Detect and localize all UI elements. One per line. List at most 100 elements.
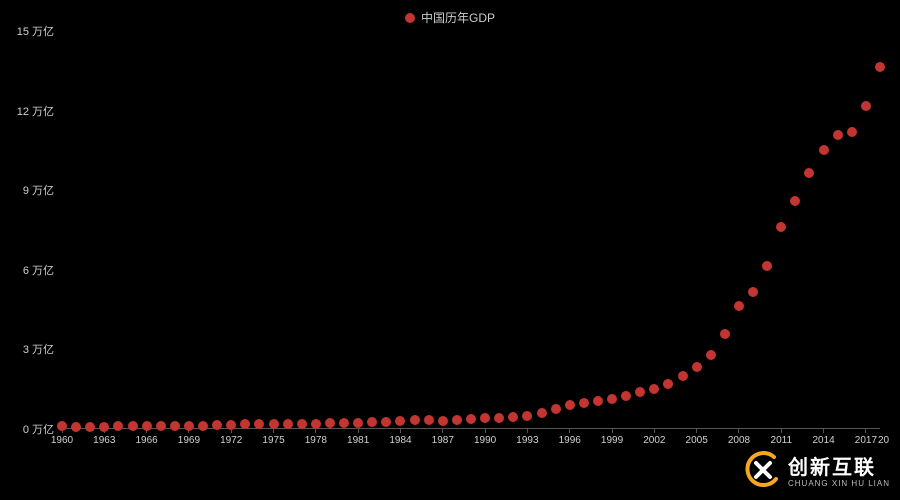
legend-dot-icon [405, 13, 415, 23]
data-point [692, 362, 702, 372]
data-point [381, 417, 391, 427]
watermark-en: CHUANG XIN HU LIAN [788, 480, 890, 488]
data-point [353, 418, 363, 428]
data-point [861, 101, 871, 111]
data-point [438, 416, 448, 426]
y-tick-label: 15 万亿 [17, 23, 54, 39]
x-tick-label: 1987 [432, 435, 454, 446]
watermark-logo-icon [744, 451, 782, 494]
y-tick-label: 12 万亿 [17, 103, 54, 119]
x-tick-label: 1975 [262, 435, 284, 446]
x-tick-label: 1984 [389, 435, 411, 446]
data-point [113, 421, 123, 431]
data-point [156, 421, 166, 431]
data-point [663, 379, 673, 389]
x-tick-mark [442, 428, 443, 433]
data-point [833, 130, 843, 140]
x-tick-label: 2008 [728, 435, 750, 446]
x-tick-label: 1969 [178, 435, 200, 446]
data-point [734, 301, 744, 311]
data-point [367, 417, 377, 427]
data-point [85, 422, 95, 432]
data-point [579, 398, 589, 408]
data-point [706, 350, 716, 360]
data-point [494, 413, 504, 423]
data-point [480, 413, 490, 423]
data-point [297, 419, 307, 429]
x-tick-label: 20 [878, 435, 889, 446]
data-point [847, 127, 857, 137]
data-point [649, 384, 659, 394]
data-point [212, 420, 222, 430]
data-point [635, 387, 645, 397]
data-point [184, 421, 194, 431]
data-point [762, 261, 772, 271]
data-point [269, 419, 279, 429]
x-tick-label: 1990 [474, 435, 496, 446]
x-tick-label: 1993 [516, 435, 538, 446]
x-tick-mark [485, 428, 486, 433]
x-tick-label: 2011 [771, 435, 793, 446]
y-tick-label: 0 万亿 [23, 421, 54, 437]
watermark: 创新互联 CHUANG XIN HU LIAN [744, 451, 890, 494]
data-point [875, 62, 885, 72]
data-point [565, 400, 575, 410]
data-point [776, 222, 786, 232]
x-tick-label: 1963 [93, 435, 115, 446]
x-tick-mark [696, 428, 697, 433]
x-tick-label: 2002 [643, 435, 665, 446]
x-tick-label: 1999 [601, 435, 623, 446]
x-tick-mark [654, 428, 655, 433]
x-tick-mark [569, 428, 570, 433]
y-tick-label: 9 万亿 [23, 182, 54, 198]
data-point [790, 196, 800, 206]
data-point [593, 396, 603, 406]
data-point [452, 415, 462, 425]
data-point [311, 419, 321, 429]
data-point [678, 371, 688, 381]
data-point [71, 422, 81, 432]
data-point [508, 412, 518, 422]
data-point [720, 329, 730, 339]
data-point [99, 422, 109, 432]
data-point [142, 421, 152, 431]
data-point [551, 404, 561, 414]
data-point [240, 419, 250, 429]
x-tick-mark [823, 428, 824, 433]
data-point [748, 287, 758, 297]
data-point [395, 416, 405, 426]
data-point [424, 415, 434, 425]
y-tick-label: 3 万亿 [23, 341, 54, 357]
x-tick-label: 2005 [686, 435, 708, 446]
x-tick-label: 1960 [51, 435, 73, 446]
data-point [466, 414, 476, 424]
data-point [607, 394, 617, 404]
data-point [819, 145, 829, 155]
x-tick-mark [865, 428, 866, 433]
x-tick-label: 1978 [305, 435, 327, 446]
watermark-cn: 创新互联 [788, 458, 890, 478]
data-point [522, 411, 532, 421]
data-point [57, 421, 67, 431]
legend-label: 中国历年GDP [421, 9, 495, 26]
data-point [128, 421, 138, 431]
data-point [170, 421, 180, 431]
x-tick-label: 2017 [855, 435, 877, 446]
chart-legend: 中国历年GDP [405, 9, 495, 26]
data-point [226, 420, 236, 430]
x-tick-label: 1966 [135, 435, 157, 446]
x-tick-mark [612, 428, 613, 433]
gdp-chart: 中国历年GDP0 万亿3 万亿6 万亿9 万亿12 万亿15 万亿1960196… [0, 0, 900, 500]
data-point [621, 391, 631, 401]
x-tick-label: 1996 [559, 435, 581, 446]
x-tick-label: 1972 [220, 435, 242, 446]
x-tick-mark [527, 428, 528, 433]
data-point [283, 419, 293, 429]
data-point [254, 419, 264, 429]
x-tick-mark [781, 428, 782, 433]
data-point [804, 168, 814, 178]
data-point [325, 418, 335, 428]
x-tick-label: 2014 [812, 435, 834, 446]
data-point [537, 408, 547, 418]
x-tick-mark [738, 428, 739, 433]
